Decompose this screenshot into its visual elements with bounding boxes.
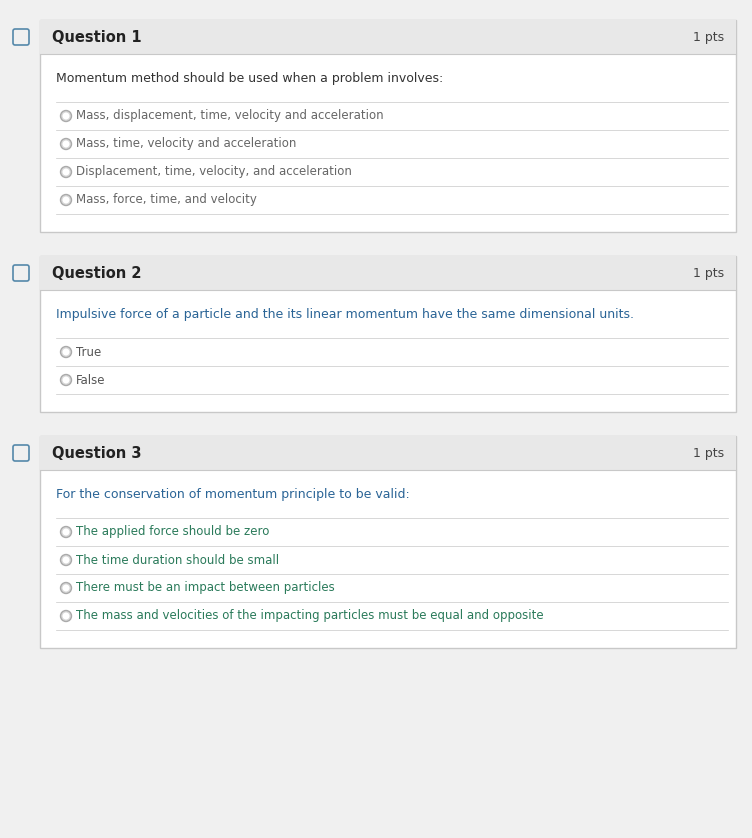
Text: The time duration should be small: The time duration should be small [76, 554, 279, 566]
Bar [40, 20, 736, 232]
Circle shape [60, 611, 71, 622]
Circle shape [60, 375, 71, 385]
Circle shape [62, 141, 69, 147]
Circle shape [60, 167, 71, 178]
Circle shape [60, 346, 71, 358]
Bar [40, 20, 736, 54]
Text: Mass, displacement, time, velocity and acceleration: Mass, displacement, time, velocity and a… [76, 110, 384, 122]
FancyBboxPatch shape [13, 445, 29, 461]
FancyBboxPatch shape [13, 265, 29, 281]
Text: The applied force should be zero: The applied force should be zero [76, 525, 269, 539]
Circle shape [62, 529, 69, 535]
Circle shape [62, 556, 69, 563]
Text: Question 1: Question 1 [52, 29, 141, 44]
Text: Question 2: Question 2 [52, 266, 141, 281]
Text: Mass, force, time, and velocity: Mass, force, time, and velocity [76, 194, 257, 206]
Bar [40, 256, 736, 290]
Text: There must be an impact between particles: There must be an impact between particle… [76, 582, 335, 594]
Circle shape [62, 168, 69, 175]
Circle shape [62, 376, 69, 384]
Text: Impulsive force of a particle and the its linear momentum have the same dimensio: Impulsive force of a particle and the it… [56, 308, 634, 321]
Circle shape [60, 555, 71, 566]
Bar [40, 436, 736, 470]
Circle shape [60, 111, 71, 122]
FancyBboxPatch shape [13, 29, 29, 45]
Text: Displacement, time, velocity, and acceleration: Displacement, time, velocity, and accele… [76, 165, 352, 178]
Circle shape [60, 194, 71, 205]
Text: True: True [76, 345, 102, 359]
Text: False: False [76, 374, 105, 386]
Text: Mass, time, velocity and acceleration: Mass, time, velocity and acceleration [76, 137, 296, 151]
Circle shape [62, 196, 69, 204]
Circle shape [60, 582, 71, 593]
Bar [40, 256, 736, 412]
Text: The mass and velocities of the impacting particles must be equal and opposite: The mass and velocities of the impacting… [76, 609, 544, 623]
Text: 1 pts: 1 pts [693, 266, 724, 280]
Text: 1 pts: 1 pts [693, 447, 724, 459]
Bar [40, 436, 736, 648]
Circle shape [62, 613, 69, 619]
Circle shape [62, 112, 69, 120]
Text: 1 pts: 1 pts [693, 30, 724, 44]
Text: For the conservation of momentum principle to be valid:: For the conservation of momentum princip… [56, 488, 410, 501]
Circle shape [60, 526, 71, 537]
Text: Question 3: Question 3 [52, 446, 141, 461]
Circle shape [60, 138, 71, 149]
Circle shape [62, 349, 69, 355]
Text: Momentum method should be used when a problem involves:: Momentum method should be used when a pr… [56, 72, 443, 85]
Circle shape [62, 584, 69, 592]
